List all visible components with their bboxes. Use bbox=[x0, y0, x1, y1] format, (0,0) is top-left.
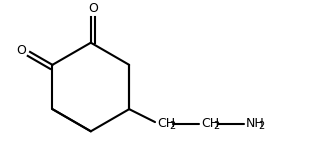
Text: O: O bbox=[16, 45, 26, 57]
Text: CH: CH bbox=[201, 117, 219, 130]
Text: CH: CH bbox=[157, 117, 175, 130]
Text: 2: 2 bbox=[169, 121, 175, 131]
Text: O: O bbox=[88, 2, 98, 15]
Text: 2: 2 bbox=[258, 121, 265, 131]
Text: 2: 2 bbox=[213, 121, 220, 131]
Text: NH: NH bbox=[246, 117, 264, 130]
